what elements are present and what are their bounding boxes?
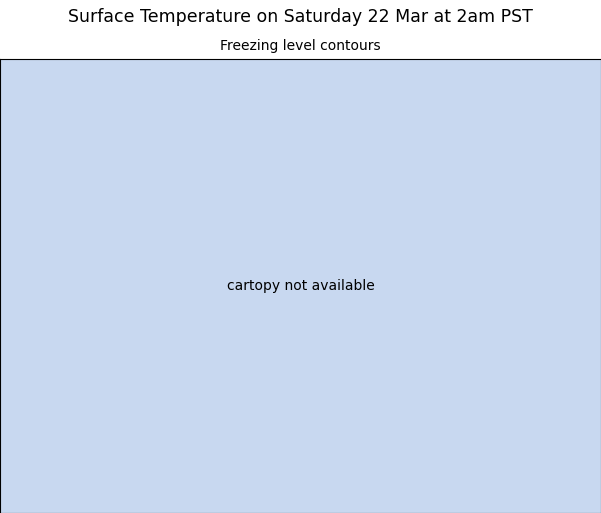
Text: Surface Temperature on Saturday 22 Mar at 2am PST: Surface Temperature on Saturday 22 Mar a… <box>68 8 533 26</box>
Text: cartopy not available: cartopy not available <box>227 279 374 293</box>
Text: Freezing level contours: Freezing level contours <box>220 39 381 53</box>
